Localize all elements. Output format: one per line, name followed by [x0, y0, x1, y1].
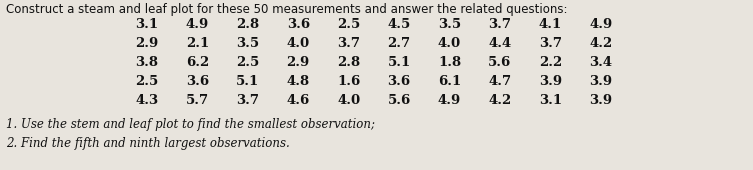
Text: 2. Find the fifth and ninth largest observations.: 2. Find the fifth and ninth largest obse… — [6, 137, 290, 150]
Text: 3.6: 3.6 — [388, 75, 410, 88]
Text: 2.8: 2.8 — [337, 56, 360, 69]
Text: 5.6: 5.6 — [489, 56, 511, 69]
Text: 5.6: 5.6 — [388, 94, 410, 107]
Text: 3.9: 3.9 — [539, 75, 562, 88]
Text: 2.5: 2.5 — [236, 56, 259, 69]
Text: 2.5: 2.5 — [337, 18, 360, 31]
Text: 3.1: 3.1 — [136, 18, 158, 31]
Text: 3.6: 3.6 — [287, 18, 309, 31]
Text: 5.1: 5.1 — [236, 75, 259, 88]
Text: 4.7: 4.7 — [489, 75, 511, 88]
Text: Construct a steam and leaf plot for these 50 measurements and answer the related: Construct a steam and leaf plot for thes… — [6, 3, 568, 16]
Text: 4.2: 4.2 — [590, 37, 612, 50]
Text: 4.8: 4.8 — [287, 75, 309, 88]
Text: 3.8: 3.8 — [136, 56, 158, 69]
Text: 3.7: 3.7 — [489, 18, 511, 31]
Text: 5.7: 5.7 — [186, 94, 209, 107]
Text: 4.9: 4.9 — [438, 94, 461, 107]
Text: 1.6: 1.6 — [337, 75, 360, 88]
Text: 3.7: 3.7 — [539, 37, 562, 50]
Text: 2.1: 2.1 — [186, 37, 209, 50]
Text: 5.1: 5.1 — [388, 56, 410, 69]
Text: 3.9: 3.9 — [590, 75, 612, 88]
Text: 2.9: 2.9 — [136, 37, 158, 50]
Text: 3.7: 3.7 — [236, 94, 259, 107]
Text: 3.1: 3.1 — [539, 94, 562, 107]
Text: 4.9: 4.9 — [590, 18, 612, 31]
Text: 4.6: 4.6 — [287, 94, 309, 107]
Text: 6.2: 6.2 — [186, 56, 209, 69]
Text: 4.2: 4.2 — [489, 94, 511, 107]
Text: 2.8: 2.8 — [236, 18, 259, 31]
Text: 1.8: 1.8 — [438, 56, 461, 69]
Text: 4.0: 4.0 — [438, 37, 461, 50]
Text: 3.6: 3.6 — [186, 75, 209, 88]
Text: 2.7: 2.7 — [388, 37, 410, 50]
Text: 3.4: 3.4 — [590, 56, 612, 69]
Text: 4.9: 4.9 — [186, 18, 209, 31]
Text: 3.5: 3.5 — [236, 37, 259, 50]
Text: 4.4: 4.4 — [489, 37, 511, 50]
Text: 4.5: 4.5 — [388, 18, 410, 31]
Text: 3.7: 3.7 — [337, 37, 360, 50]
Text: 4.3: 4.3 — [136, 94, 158, 107]
Text: 2.9: 2.9 — [287, 56, 309, 69]
Text: 3.5: 3.5 — [438, 18, 461, 31]
Text: 4.1: 4.1 — [539, 18, 562, 31]
Text: 6.1: 6.1 — [438, 75, 461, 88]
Text: 4.0: 4.0 — [287, 37, 309, 50]
Text: 3.9: 3.9 — [590, 94, 612, 107]
Text: 2.2: 2.2 — [539, 56, 562, 69]
Text: 1. Use the stem and leaf plot to find the smallest observation;: 1. Use the stem and leaf plot to find th… — [6, 118, 375, 131]
Text: 2.5: 2.5 — [136, 75, 158, 88]
Text: 4.0: 4.0 — [337, 94, 360, 107]
